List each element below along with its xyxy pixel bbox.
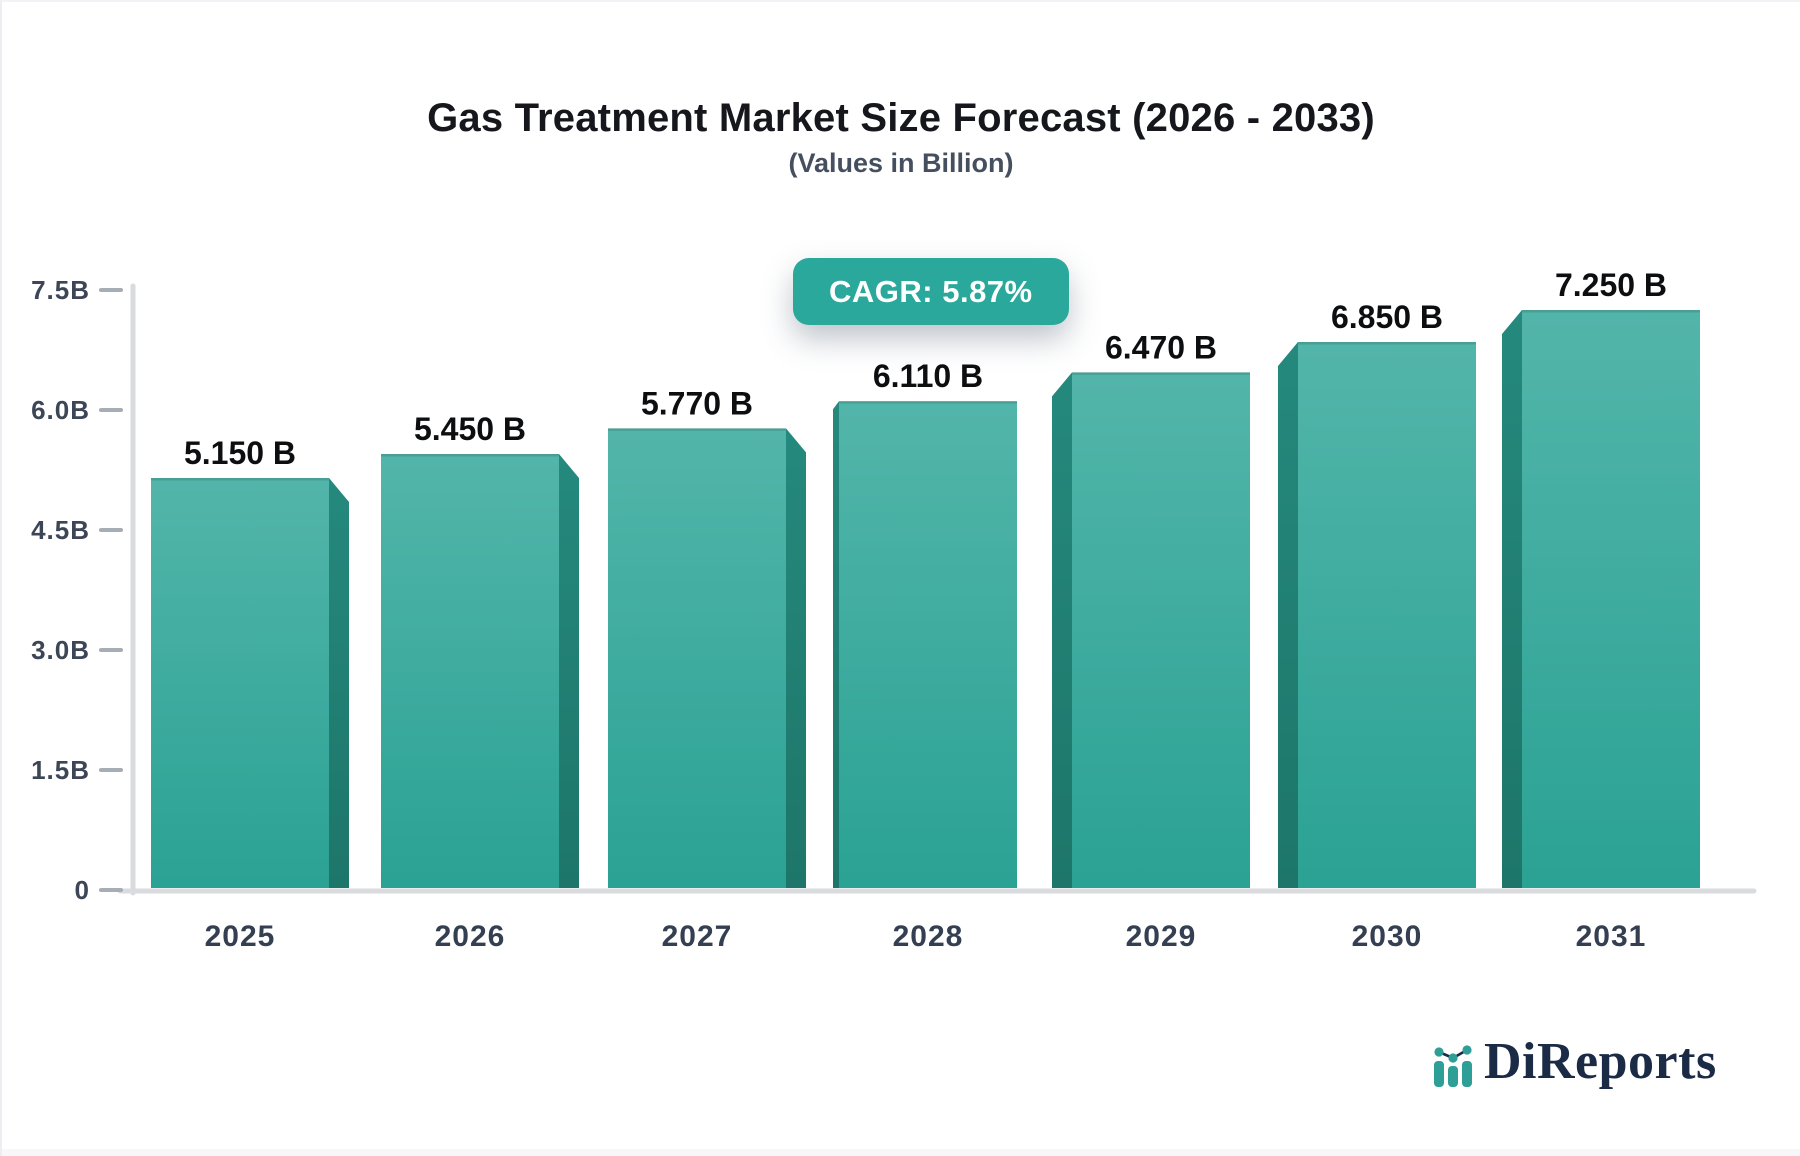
bar-side <box>1278 342 1298 888</box>
x-tick-label: 2025 <box>205 920 276 953</box>
bar-side <box>786 428 806 888</box>
bar-value-label: 5.450 B <box>414 411 526 447</box>
bar-face <box>608 428 786 888</box>
y-tick-label: 1.5B <box>31 755 90 785</box>
x-tick-label: 2028 <box>893 920 964 953</box>
y-tick-label: 3.0B <box>31 635 90 665</box>
bar-value-label: 6.110 B <box>873 358 983 394</box>
bar-2025: 5.150 B 2025 <box>151 435 349 953</box>
bar-value-label: 5.150 B <box>184 435 296 471</box>
bar-side <box>1502 310 1522 888</box>
chart-title: Gas Treatment Market Size Forecast (2026… <box>427 96 1375 140</box>
bar-value-label: 6.470 B <box>1105 329 1217 365</box>
bar-side <box>833 401 839 888</box>
y-tick-label: 0 <box>75 875 90 905</box>
bar-face <box>839 401 1017 888</box>
cagr-badge: CAGR: 5.87% <box>793 258 1069 325</box>
bar-face <box>151 478 329 888</box>
bar-face <box>1072 372 1250 888</box>
page-bottom-edge <box>2 1149 1800 1156</box>
brand-name: DiReports <box>1484 1033 1717 1090</box>
y-tick-label: 4.5B <box>31 515 90 545</box>
x-tick-label: 2031 <box>1576 920 1647 953</box>
chart-subtitle: (Values in Billion) <box>788 148 1014 178</box>
x-tick-label: 2030 <box>1352 920 1423 953</box>
y-tick-label: 7.5B <box>31 275 90 305</box>
bar-face <box>381 454 559 888</box>
bar-2029: 6.470 B 2029 <box>1052 329 1250 953</box>
bar-2026: 5.450 B 2026 <box>381 411 579 953</box>
bar-2031: 7.250 B 2031 <box>1502 267 1700 953</box>
bar-2030: 6.850 B 2030 <box>1278 299 1476 953</box>
bar-value-label: 7.250 B <box>1555 267 1667 303</box>
bar-2027: 5.770 B 2027 <box>608 385 806 953</box>
bar-side <box>329 478 349 888</box>
x-tick-label: 2026 <box>435 920 506 953</box>
bar-line-logo-icon <box>1434 1045 1472 1087</box>
bar-value-label: 5.770 B <box>641 385 753 421</box>
bar-side <box>1052 372 1072 888</box>
bar-value-label: 6.850 B <box>1331 299 1443 335</box>
y-tick-label: 6.0B <box>31 395 90 425</box>
bar-face <box>1298 342 1476 888</box>
brand-logo: DiReports <box>1432 1034 1717 1090</box>
bar-face <box>1522 310 1700 888</box>
bar-2028: 6.110 B 2028 <box>833 358 1017 953</box>
x-tick-label: 2027 <box>662 920 733 953</box>
bar-side <box>559 454 579 888</box>
x-tick-label: 2029 <box>1126 920 1197 953</box>
